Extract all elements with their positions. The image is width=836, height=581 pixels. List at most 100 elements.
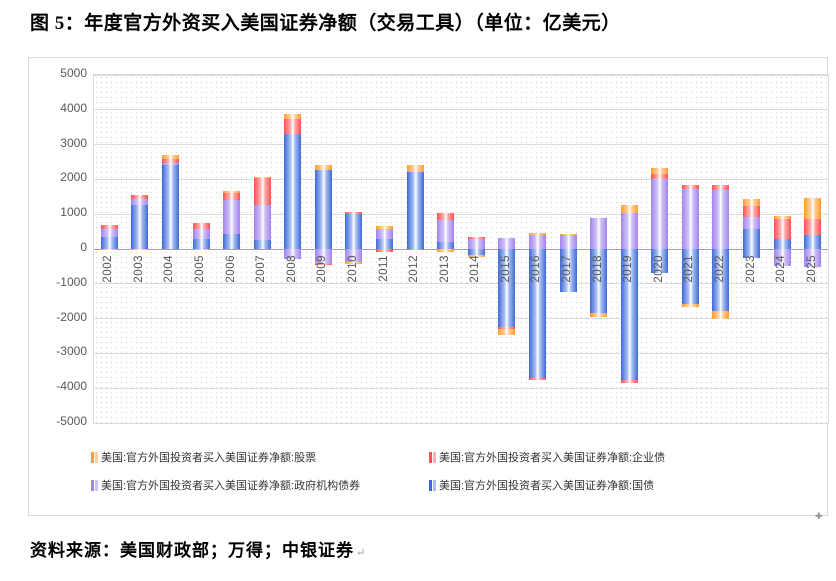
segment-equity [559,234,577,236]
segment-equity [192,249,210,250]
segment-treasury [743,249,761,258]
segment-equity [681,303,699,307]
segment-treasury [284,133,302,249]
segment-treasury [100,236,118,249]
x-tick-label: 2019 [622,255,635,283]
segment-agency [590,218,608,249]
segment-treasury [253,240,271,249]
paragraph-mark: ↵ [356,547,367,559]
legend-swatch-icon [429,451,436,463]
segment-corporate [223,193,241,201]
y-tick-label: -4000 [56,379,87,394]
bar-2021: 2021 [675,75,706,423]
segment-corporate [314,263,332,265]
gridline [94,213,828,215]
y-tick-label: 2000 [60,170,87,185]
segment-corporate [284,119,302,134]
segment-corporate [437,212,455,221]
segment-treasury [590,249,608,313]
legend-row: 美国:官方外国投资者买入美国证券净额:政府机构债券 美国:官方外国投资者买入美国证… [29,477,827,493]
segment-treasury [131,205,149,249]
segment-equity [406,164,424,172]
segment-agency [773,249,791,266]
segment-corporate [467,236,485,240]
segment-corporate [100,224,118,229]
x-tick-label: 2025 [805,255,818,283]
y-tick-label: 0 [80,240,87,254]
segment-treasury [376,239,394,249]
gridline [94,352,828,354]
bar-2025: 2025 [797,75,828,423]
gridline [94,283,828,285]
plot-area: 2002 2003 2004 2005 2006 2007 2008 2009 2010 2011… [93,74,829,424]
segment-corporate [620,380,638,383]
segment-agency [620,212,638,249]
segment-equity [100,249,118,250]
segment-equity [651,167,669,174]
y-tick-label: 5000 [60,66,87,80]
bar-2014: 2014 [461,75,492,423]
segment-equity [223,191,241,194]
x-tick-label: 2015 [499,255,512,283]
segment-agency [192,228,210,240]
gridline [94,318,828,320]
segment-agency [437,220,455,243]
segment-corporate [498,326,516,329]
segment-treasury [651,249,669,273]
segment-agency [100,228,118,237]
x-tick-label: 2017 [561,255,574,283]
segment-treasury [559,249,577,293]
object-resize-handle[interactable]: ✚ [815,511,823,521]
bar-2015: 2015 [492,75,523,423]
x-tick-label: 2013 [438,255,451,283]
bar-2006: 2006 [216,75,247,423]
segment-corporate [528,378,546,380]
x-tick-label: 2006 [224,255,237,283]
legend-label: 美国:官方外国投资者买入美国证券净额:国债 [439,480,655,492]
segment-treasury [345,213,363,249]
legend-label: 美国:官方外国投资者买入美国证券净额:企业债 [439,452,666,464]
y-tick-label: -5000 [56,414,87,428]
x-tick-label: 2008 [285,255,298,283]
x-tick-label: 2005 [194,255,207,283]
x-tick-label: 2003 [132,255,145,283]
segment-treasury [192,239,210,249]
segment-equity [498,328,516,335]
segment-treasury [467,249,485,255]
x-tick-label: 2014 [469,255,482,283]
segment-agency [223,200,241,234]
chart-panel: 5000 4000 3000 2000 1000 0 -1000 -2000 -3000 -400… [28,57,829,516]
x-tick-label: 2012 [408,255,421,283]
x-tick-label: 2024 [775,255,788,283]
y-tick-label: -2000 [56,309,87,324]
segment-agency [743,216,761,229]
segment-equity [712,310,730,319]
segment-agency [131,198,149,206]
bar-2004: 2004 [155,75,186,423]
segment-equity [253,176,271,178]
segment-treasury [773,238,791,249]
x-tick-label: 2018 [591,255,604,283]
segment-treasury [406,171,424,249]
bar-2008: 2008 [278,75,309,423]
legend-swatch-icon [429,479,436,491]
segment-corporate [161,158,179,164]
segment-equity [345,261,363,264]
segment-equity [161,154,179,159]
segment-equity [284,113,302,119]
segment-agency [559,234,577,249]
gridline [94,144,828,146]
segment-corporate [804,219,822,235]
segment-agency [161,163,179,166]
segment-corporate [131,195,149,199]
bar-2024: 2024 [767,75,798,423]
segment-treasury [804,234,822,249]
legend-item-corporate: 美国:官方外国投资者买入美国证券净额:企业债 [429,449,665,465]
bar-2013: 2013 [430,75,461,423]
segment-treasury [681,249,699,304]
bar-2022: 2022 [706,75,737,423]
source-text: 资料来源：美国财政部；万得；中银证券 [30,541,354,560]
bar-2009: 2009 [308,75,339,423]
gridline [94,109,828,111]
y-tick-label: 4000 [60,100,87,115]
